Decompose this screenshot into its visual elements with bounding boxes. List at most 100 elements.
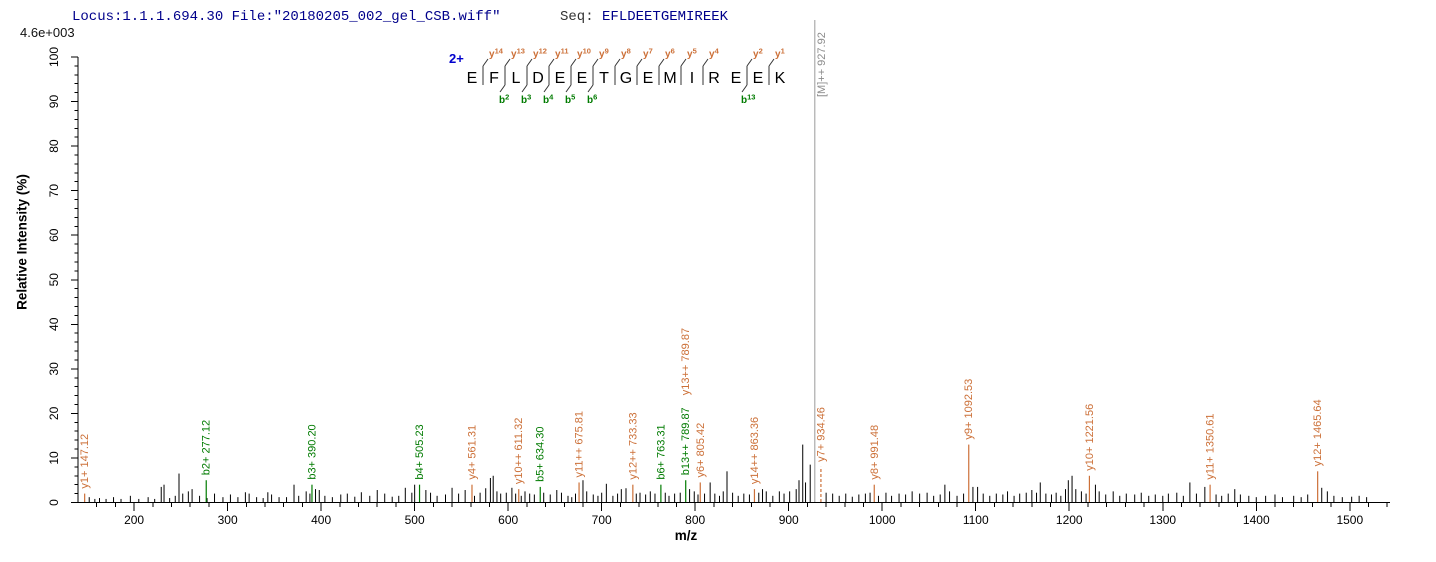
residue-letter: R <box>708 70 720 87</box>
y-ion-label: y9 <box>599 47 609 61</box>
y-ion-label: y10 <box>577 47 591 61</box>
peak-label: b3+ 390.20 <box>306 424 318 479</box>
b-cut-mark <box>587 84 594 93</box>
b-cut-mark <box>741 84 748 93</box>
x-tick-label: 900 <box>779 513 799 527</box>
peak-label: b13++ 789.87 <box>680 407 692 475</box>
y-ion-label: y6 <box>665 47 675 61</box>
x-tick-label: 1500 <box>1336 513 1363 527</box>
x-tick-label: 200 <box>124 513 144 527</box>
y-ion-label: y4 <box>709 47 720 61</box>
y-tick-label: 100 <box>47 47 61 67</box>
b-ion-label: b3 <box>521 93 531 107</box>
y-cut-mark <box>746 58 753 67</box>
peak-label: y6+ 805.42 <box>695 423 707 478</box>
precursor-marker: [M]++ 927.92 <box>814 20 828 502</box>
residue-letter: I <box>690 70 694 87</box>
residue-letter: E <box>467 70 478 87</box>
y-tick-label: 60 <box>47 228 61 242</box>
x-tick-label: 1400 <box>1243 513 1270 527</box>
residue-letter: E <box>643 70 654 87</box>
b-ion-label: b2 <box>499 93 509 107</box>
y-cut-mark <box>658 58 665 67</box>
y-cut-mark <box>504 58 511 67</box>
peak-label: y11+ 1350.61 <box>1205 414 1217 480</box>
peak-label: y10++ 611.32 <box>513 418 525 484</box>
b-cut-mark <box>521 84 528 93</box>
b-cut-mark <box>499 84 506 93</box>
y-cut-mark <box>592 58 599 67</box>
peak-label: b5+ 634.30 <box>535 427 547 482</box>
b-ion-label: b5 <box>565 93 575 107</box>
y-cut-mark <box>482 58 489 67</box>
sequence-header: Seq: EFLDEETGEMIREEK <box>560 9 728 25</box>
residue-letter: E <box>731 70 742 87</box>
x-tick-label: 800 <box>685 513 705 527</box>
y-ion-label: y14 <box>489 47 504 61</box>
y-cut-mark <box>548 58 555 67</box>
residue-letter: L <box>512 70 521 87</box>
x-tick-label: 700 <box>592 513 612 527</box>
peak-label: y10+ 1221.56 <box>1084 404 1096 471</box>
y-cut-mark <box>614 58 621 67</box>
precursor-label: [M]++ 927.92 <box>816 32 828 97</box>
peak-label: y13++ 789.87 <box>680 328 692 395</box>
peak-label: b4+ 505.23 <box>414 424 426 479</box>
y-ion-label: y13 <box>511 47 525 61</box>
x-tick-label: 300 <box>218 513 238 527</box>
peak-label: y4+ 561.31 <box>466 425 478 480</box>
residue-letter: E <box>555 70 566 87</box>
residue-letter: G <box>620 70 632 87</box>
x-tick-label: 500 <box>405 513 425 527</box>
residue-letter: E <box>753 70 764 87</box>
y-cut-mark <box>768 58 775 67</box>
y-cut-mark <box>570 58 577 67</box>
residue-letter: D <box>532 70 544 87</box>
x-tick-label: 600 <box>498 513 518 527</box>
y-ion-label: y1 <box>775 47 785 61</box>
y-tick-label: 10 <box>47 451 61 465</box>
y-tick-label: 30 <box>47 362 61 376</box>
y-tick-label: 50 <box>47 273 61 287</box>
peak-label: y12++ 733.33 <box>627 412 639 479</box>
y-tick-label: 20 <box>47 406 61 420</box>
peak-label: y11++ 675.81 <box>574 411 586 477</box>
residue-letter: T <box>599 70 609 87</box>
precursor-charge-label: 2+ <box>449 51 464 66</box>
y-ion-label: y11 <box>555 47 569 61</box>
y-ion-label: y2 <box>753 47 763 61</box>
max-intensity-label: 4.6e+003 <box>20 25 75 40</box>
y-ion-label: y5 <box>687 47 697 61</box>
peak-label: y8+ 991.48 <box>869 425 881 480</box>
residue-letter: E <box>577 70 588 87</box>
b-ion-label: b4 <box>543 93 554 107</box>
assigned-fragment-peaks: y1+ 147.12 b2+ 277.12 b3+ 390.20 b4+ 505.23… <box>79 328 1324 502</box>
b-ion-label: b6 <box>587 93 597 107</box>
x-tick-label: 1300 <box>1149 513 1176 527</box>
peptide-sequence: EFLDEETGEMIREEK <box>602 9 729 25</box>
b-cut-mark <box>543 84 550 93</box>
x-tick-label: 1000 <box>869 513 896 527</box>
y-cut-mark <box>636 58 643 67</box>
y-tick-label: 0 <box>47 499 61 506</box>
x-axis-title: m/z <box>674 528 698 543</box>
peak-label: y14++ 863.36 <box>749 417 761 484</box>
seq-label: Seq: <box>560 9 603 25</box>
x-tick-label: 1200 <box>1056 513 1083 527</box>
axes: 200 300 400 500 600 700 800 900 1000 1100 1200 1300… <box>47 47 1390 527</box>
y-tick-label: 70 <box>47 184 61 198</box>
x-tick-label: 400 <box>311 513 331 527</box>
y-cut-mark <box>702 58 709 67</box>
y-cut-mark <box>680 58 687 67</box>
y-cut-mark <box>526 58 533 67</box>
peak-label: b6+ 763.31 <box>655 424 667 479</box>
peak-label: y1+ 147.12 <box>79 434 91 489</box>
b-cut-mark <box>565 84 572 93</box>
residue-letter: K <box>775 70 786 87</box>
residue-letter: M <box>663 70 676 87</box>
x-tick-label: 1100 <box>963 513 989 527</box>
peak-label: y12+ 1465.64 <box>1312 399 1324 466</box>
